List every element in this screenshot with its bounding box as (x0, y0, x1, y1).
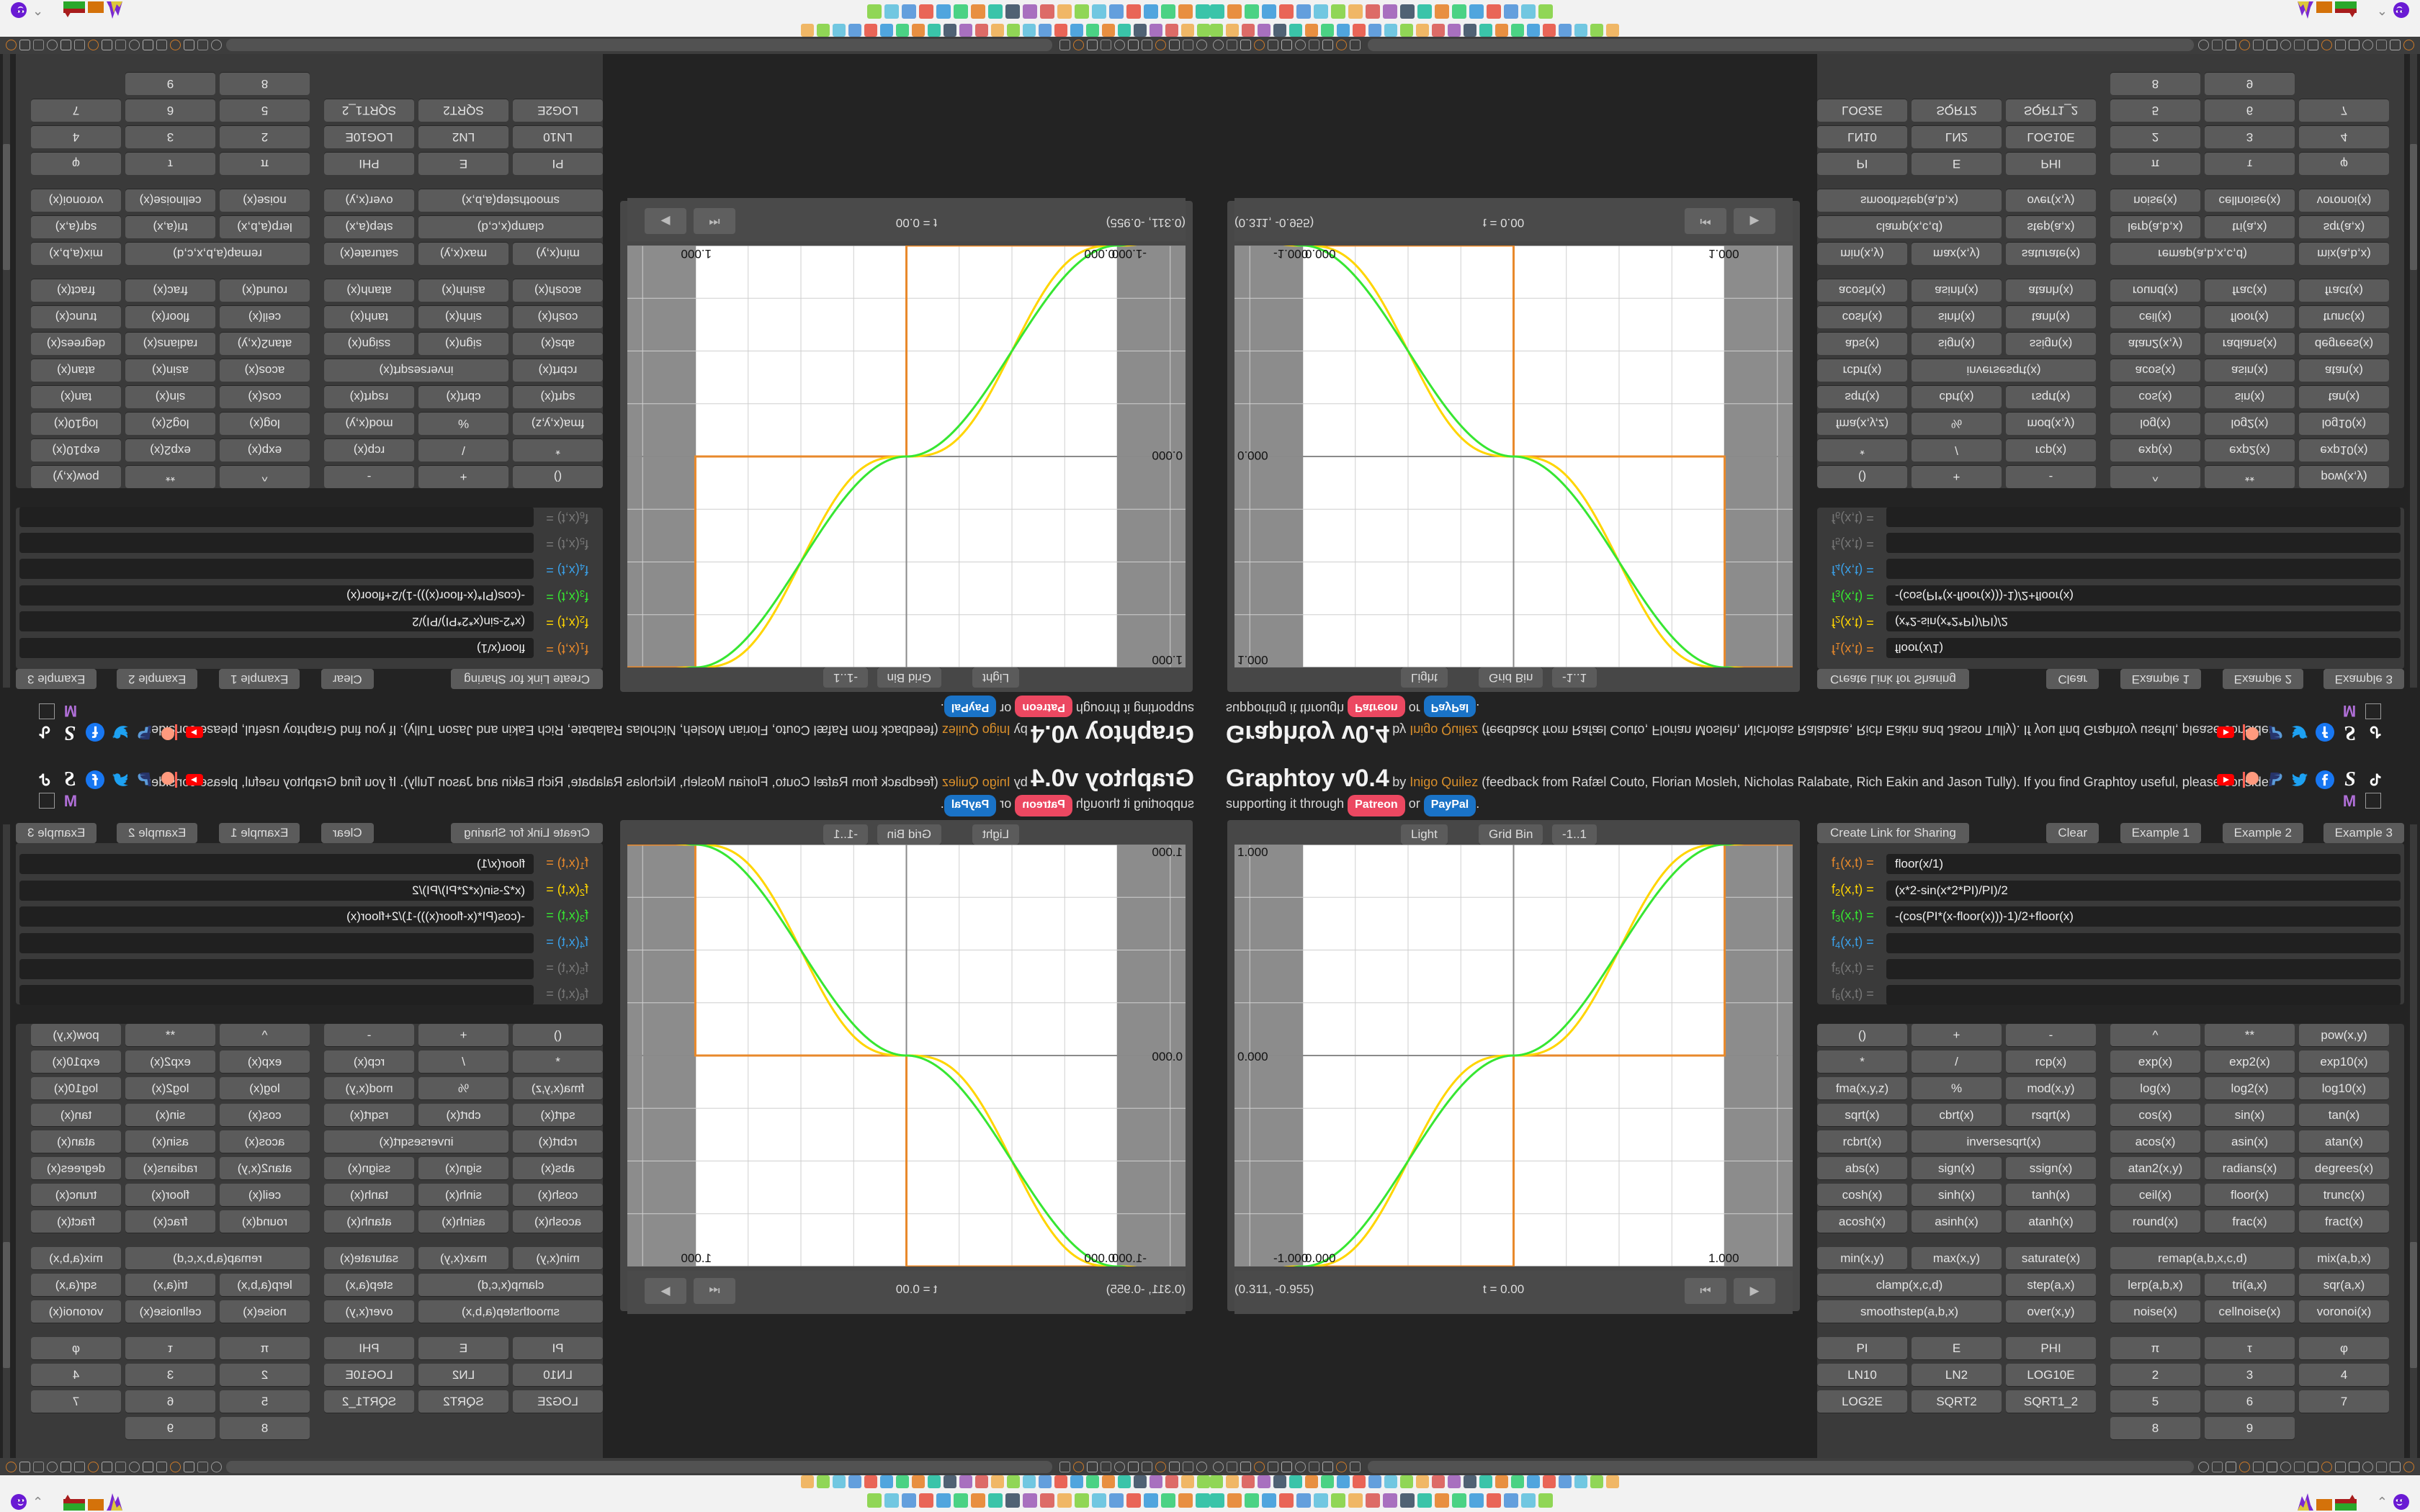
svg-text:1.000: 1.000 (681, 247, 712, 261)
svg-text:0.000: 0.000 (1152, 449, 1183, 462)
svg-text:1.000: 1.000 (1237, 845, 1268, 859)
svg-text:1.000: 1.000 (1237, 653, 1268, 667)
svg-text:0.000: 0.000 (1084, 247, 1115, 261)
svg-text:1.000: 1.000 (1152, 845, 1183, 859)
svg-text:0.000: 0.000 (1152, 1050, 1183, 1063)
svg-text:1.000: 1.000 (1708, 247, 1739, 261)
svg-text:0.000: 0.000 (1305, 247, 1336, 261)
svg-text:-1.000: -1.000 (1273, 1251, 1308, 1265)
svg-text:-1.000: -1.000 (1273, 247, 1308, 261)
svg-text:1.000: 1.000 (1708, 1251, 1739, 1265)
svg-text:0.000: 0.000 (1237, 449, 1268, 462)
svg-text:-1.000: -1.000 (1112, 247, 1147, 261)
svg-text:1.000: 1.000 (1152, 653, 1183, 667)
svg-text:-1.000: -1.000 (1112, 1251, 1147, 1265)
svg-text:0.000: 0.000 (1305, 1251, 1336, 1265)
svg-text:0.000: 0.000 (1237, 1050, 1268, 1063)
svg-text:0.000: 0.000 (1084, 1251, 1115, 1265)
svg-text:1.000: 1.000 (681, 1251, 712, 1265)
